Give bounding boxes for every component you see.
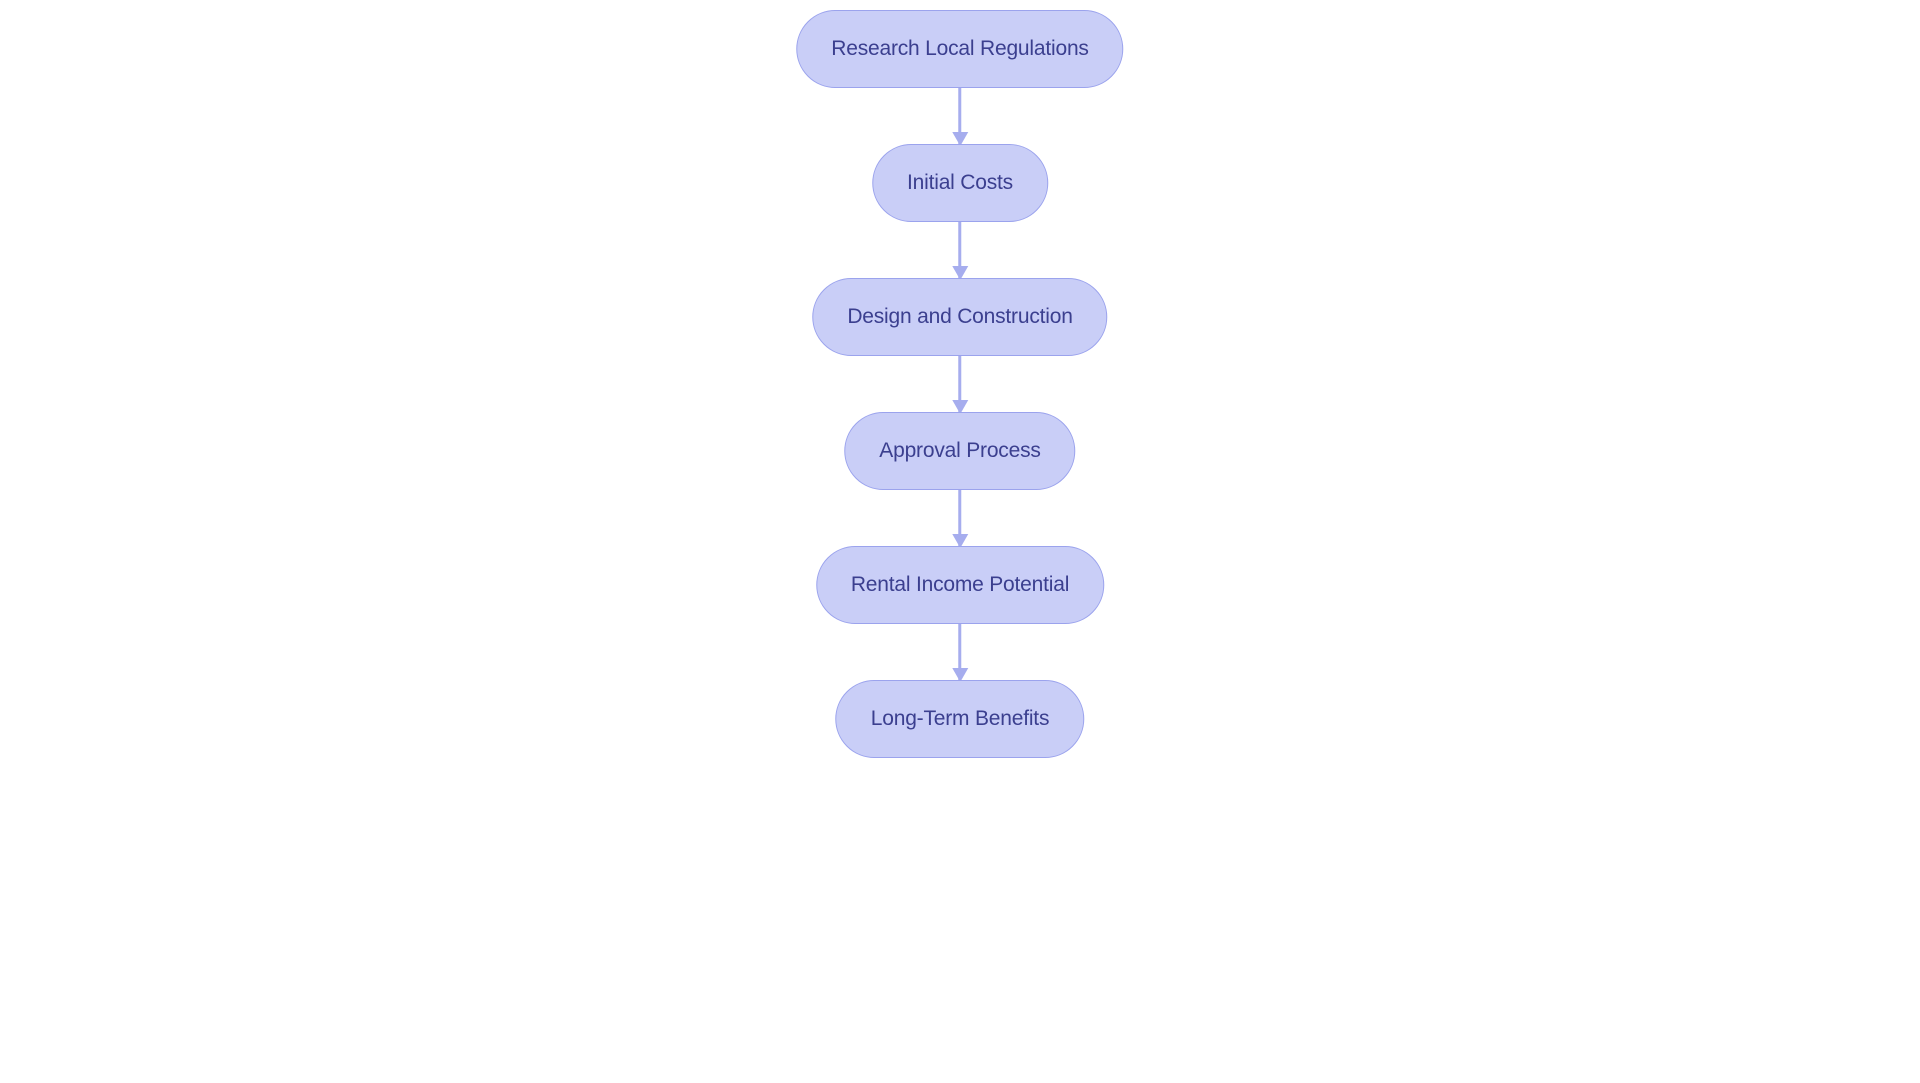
flowchart-node-approval: Approval Process bbox=[844, 412, 1075, 490]
flowchart-node-benefits: Long-Term Benefits bbox=[836, 680, 1085, 758]
node-label: Approval Process bbox=[879, 439, 1040, 463]
node-label: Long-Term Benefits bbox=[871, 707, 1050, 731]
flowchart-connector bbox=[959, 624, 962, 680]
node-label: Rental Income Potential bbox=[851, 573, 1069, 597]
flowchart-container: Research Local Regulations Initial Costs… bbox=[796, 10, 1123, 758]
node-label: Design and Construction bbox=[847, 305, 1072, 329]
node-label: Initial Costs bbox=[907, 171, 1013, 195]
flowchart-node-research: Research Local Regulations bbox=[796, 10, 1123, 88]
node-label: Research Local Regulations bbox=[831, 37, 1088, 61]
flowchart-connector bbox=[959, 88, 962, 144]
flowchart-node-design: Design and Construction bbox=[812, 278, 1107, 356]
flowchart-connector bbox=[959, 356, 962, 412]
flowchart-connector bbox=[959, 222, 962, 278]
flowchart-node-initial-costs: Initial Costs bbox=[872, 144, 1048, 222]
flowchart-node-rental: Rental Income Potential bbox=[816, 546, 1104, 624]
flowchart-connector bbox=[959, 490, 962, 546]
